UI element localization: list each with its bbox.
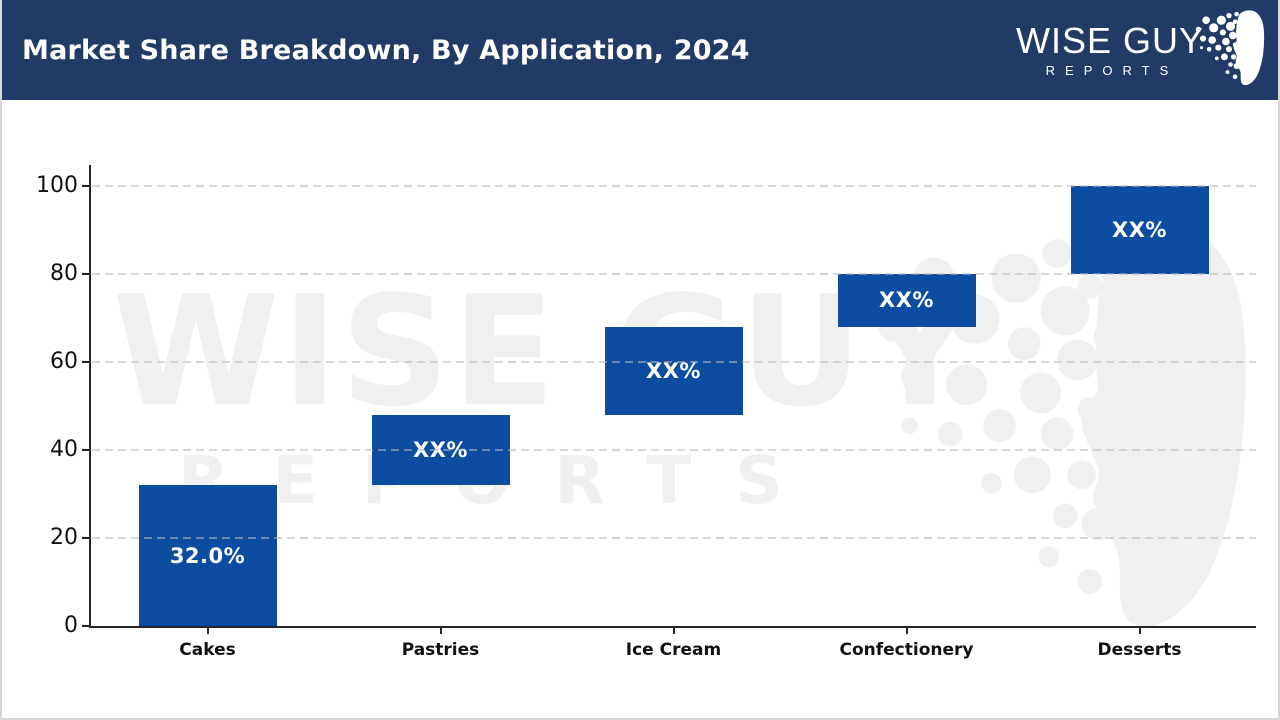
y-tick-label: 80 — [50, 261, 78, 286]
category-label-desserts: Desserts — [1097, 640, 1182, 660]
watermark-wordmark: WISE GUY — [112, 263, 977, 440]
y-axis-tick — [82, 273, 89, 275]
x-axis-tick — [1138, 628, 1141, 634]
chart-title: Market Share Breakdown, By Application, … — [22, 34, 750, 66]
category-label-ice-cream: Ice Cream — [625, 640, 722, 660]
bar-desserts: XX% — [1070, 186, 1209, 274]
x-axis-line — [89, 626, 1256, 628]
y-axis-tick — [82, 449, 89, 451]
y-tick-label: 40 — [50, 437, 78, 462]
logo-wordmark-line2: REPORTS — [1045, 62, 1179, 78]
brand-logo: WISE GUY REPORTS — [1016, 8, 1268, 92]
bar-ice-cream: XX% — [604, 326, 743, 415]
y-tick-label: 60 — [50, 349, 78, 374]
category-label-pastries: Pastries — [401, 640, 480, 660]
bar-confectionery: XX% — [837, 274, 976, 327]
category-label-cakes: Cakes — [179, 640, 236, 660]
y-axis-tick — [82, 185, 89, 187]
y-axis-tick — [82, 625, 89, 627]
waterfall-chart: 0 20 40 60 80 100 32.0% Cakes XX% Pastries XX% Ice … — [2, 100, 1278, 718]
y-tick-label: 100 — [36, 173, 78, 198]
bar-value-label: 32.0% — [169, 543, 246, 568]
x-axis-tick — [206, 628, 209, 634]
header-bar: Market Share Breakdown, By Application, … — [2, 0, 1278, 100]
category-label-confectionery: Confectionery — [839, 640, 974, 660]
x-axis-tick — [672, 628, 675, 634]
x-axis-tick — [439, 628, 442, 634]
bar-cakes: 32.0% — [138, 485, 277, 626]
gridline — [92, 537, 1256, 539]
logo-wordmark-line1: WISE GUY — [1015, 19, 1204, 61]
y-axis-tick — [82, 361, 89, 363]
bar-value-label: XX% — [1112, 218, 1167, 242]
chart-canvas: WISE GUY REPORTS 02040608010032.0%CakesX… — [2, 100, 1278, 718]
y-tick-label: 0 — [64, 613, 78, 638]
gridline — [92, 449, 1256, 451]
y-axis-line — [89, 165, 91, 628]
bar-value-label: XX% — [879, 288, 934, 313]
x-axis-tick — [905, 628, 908, 634]
gridline — [92, 273, 1256, 275]
y-axis-tick — [82, 537, 89, 539]
gridline — [92, 185, 1256, 187]
gridline — [92, 361, 1256, 363]
y-tick-label: 20 — [50, 525, 78, 550]
logo-wordmark: WISE GUY REPORTS — [1015, 19, 1204, 78]
